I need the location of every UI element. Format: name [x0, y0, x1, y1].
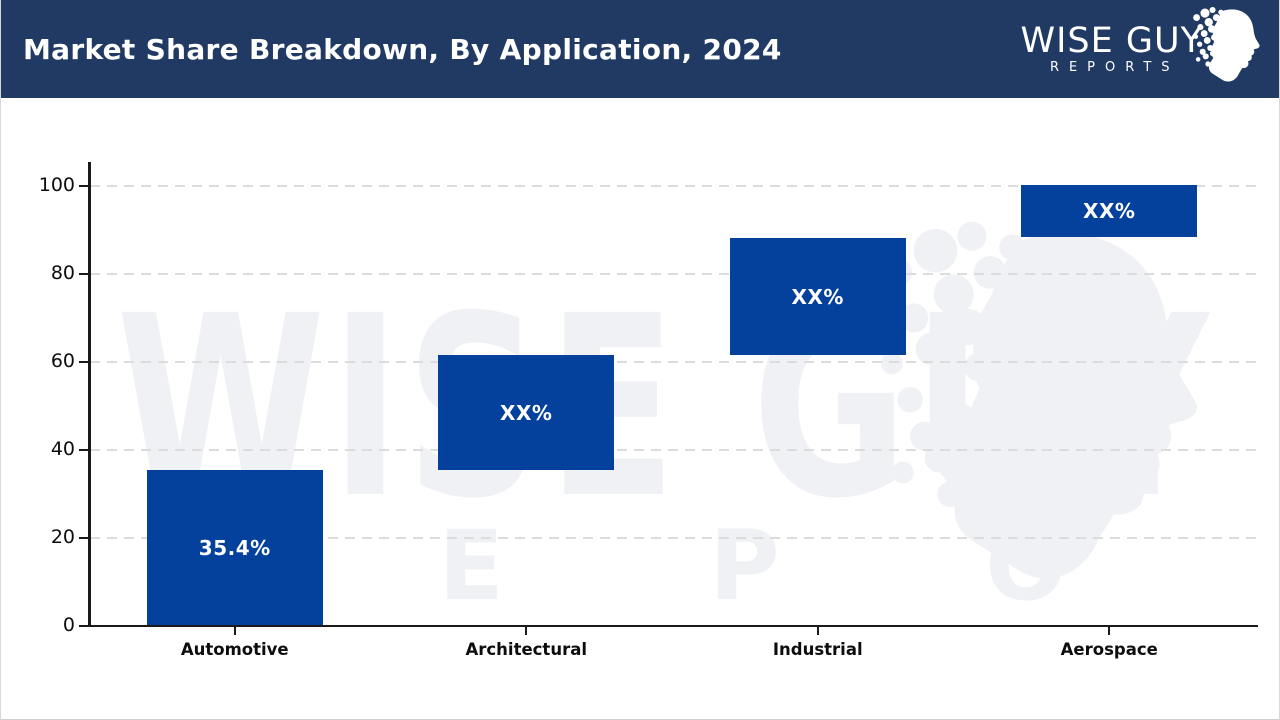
y-axis-tick-0 — [79, 625, 88, 627]
y-tick-label-0: 0 — [62, 614, 75, 636]
brand-logo-text: WISE GUY REPORTS — [1020, 23, 1203, 75]
bar-automotive: 35.4% — [146, 470, 323, 626]
page-title: Market Share Breakdown, By Application, … — [23, 32, 782, 66]
y-axis-tick-20 — [79, 537, 88, 539]
x-axis-tick-aerospace — [1108, 627, 1111, 635]
x-axis-line — [88, 624, 1258, 627]
x-axis-tick-architectural — [525, 627, 528, 635]
header-bar: Market Share Breakdown, By Application, … — [1, 0, 1279, 98]
x-axis-tick-industrial — [816, 627, 819, 635]
bar-industrial: XX% — [729, 238, 906, 355]
bar-value-label-architectural: XX% — [500, 400, 553, 425]
x-axis-tick-automotive — [233, 627, 236, 635]
y-tick-label-60: 60 — [50, 350, 75, 372]
y-axis-tick-100 — [79, 185, 88, 187]
bar-architectural: XX% — [438, 354, 615, 471]
y-tick-label-80: 80 — [50, 262, 75, 284]
y-tick-label-100: 100 — [38, 174, 75, 196]
gridline-80 — [90, 273, 1256, 275]
y-axis-tick-60 — [79, 361, 88, 363]
brand-subname: REPORTS — [1049, 59, 1180, 75]
x-category-label-automotive: Automotive — [180, 640, 289, 659]
y-axis-tick-40 — [79, 449, 88, 451]
bar-value-label-aerospace: XX% — [1083, 199, 1136, 224]
gridline-40 — [90, 449, 1256, 451]
y-tick-label-40: 40 — [50, 438, 75, 460]
x-category-label-architectural: Architectural — [465, 640, 587, 659]
y-tick-label-20: 20 — [50, 526, 75, 548]
bar-value-label-industrial: XX% — [791, 284, 844, 309]
dotted-face-profile-icon — [1193, 6, 1260, 82]
gridline-20 — [90, 537, 1256, 539]
brand-logo: WISE GUY REPORTS — [1020, 6, 1265, 90]
x-category-label-aerospace: Aerospace — [1060, 640, 1158, 659]
brand-name: WISE GUY — [1020, 21, 1203, 62]
gridline-60 — [90, 361, 1256, 363]
y-axis-tick-80 — [79, 273, 88, 275]
watermark-dotted-face-profile-icon — [879, 221, 1197, 579]
gridline-100 — [90, 185, 1256, 187]
x-category-label-industrial: Industrial — [772, 640, 863, 659]
bar-aerospace: XX% — [1021, 184, 1198, 238]
y-axis-line — [88, 162, 91, 627]
bar-value-label-automotive: 35.4% — [198, 536, 271, 561]
